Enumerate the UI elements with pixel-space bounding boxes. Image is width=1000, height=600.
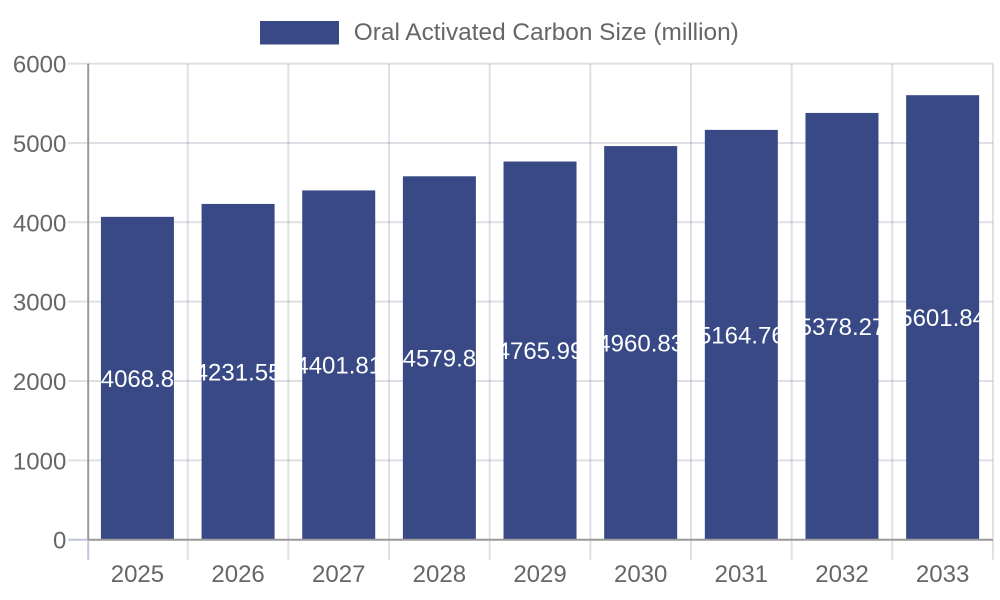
svg-text:2028: 2028 — [413, 561, 466, 588]
svg-text:4579.8: 4579.8 — [403, 346, 476, 373]
svg-text:2031: 2031 — [715, 561, 768, 588]
svg-text:5000: 5000 — [13, 131, 66, 158]
svg-text:2026: 2026 — [211, 561, 264, 588]
svg-text:2027: 2027 — [312, 561, 365, 588]
svg-text:4960.83: 4960.83 — [597, 330, 684, 357]
svg-text:4231.55: 4231.55 — [195, 359, 282, 386]
svg-text:2032: 2032 — [815, 561, 868, 588]
svg-text:2025: 2025 — [111, 561, 164, 588]
svg-text:Oral Activated Carbon Size (mi: Oral Activated Carbon Size (million) — [354, 19, 739, 46]
svg-text:3000: 3000 — [13, 290, 66, 317]
svg-text:6000: 6000 — [13, 52, 66, 79]
svg-text:4000: 4000 — [13, 210, 66, 237]
svg-text:5601.84: 5601.84 — [899, 305, 986, 332]
svg-text:0: 0 — [53, 528, 66, 555]
svg-text:2000: 2000 — [13, 369, 66, 396]
svg-text:1000: 1000 — [13, 448, 66, 475]
svg-text:4068.8: 4068.8 — [101, 366, 174, 393]
svg-text:5164.76: 5164.76 — [698, 322, 785, 349]
svg-text:5378.27: 5378.27 — [799, 314, 886, 341]
svg-text:2030: 2030 — [614, 561, 667, 588]
svg-text:4765.99: 4765.99 — [497, 338, 584, 365]
svg-text:2033: 2033 — [916, 561, 969, 588]
svg-text:2029: 2029 — [513, 561, 566, 588]
svg-text:4401.81: 4401.81 — [295, 353, 382, 380]
